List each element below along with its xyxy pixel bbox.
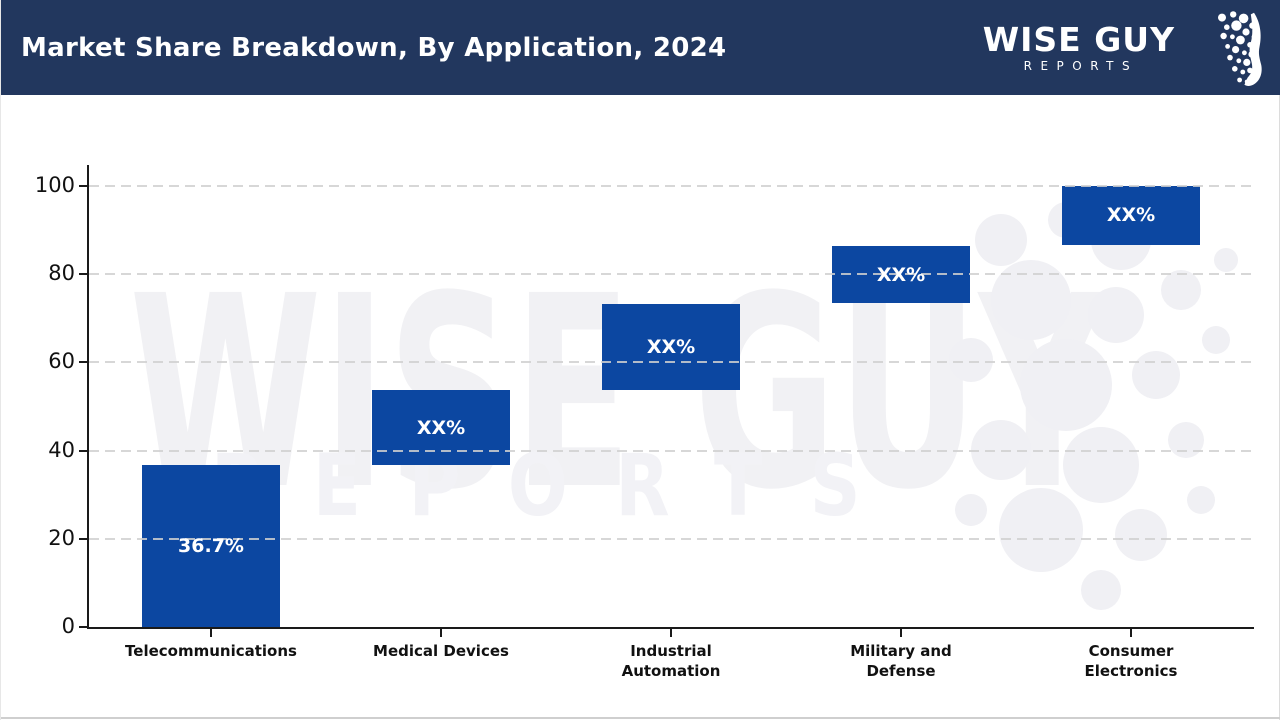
y-tick-60 [79, 361, 87, 364]
logo-reports-label: REPORTS [1023, 58, 1139, 73]
logo-dotted-head-icon [1218, 10, 1262, 86]
x-category-label: Military and Defense [850, 642, 952, 681]
y-tick-40 [79, 449, 87, 452]
page-title: Market Share Breakdown, By Application, … [21, 32, 727, 63]
bar-value-label: XX% [876, 263, 926, 286]
y-tick-0 [79, 626, 87, 628]
gridline-80 [89, 273, 1254, 276]
y-tick-20 [79, 537, 87, 540]
x-tick-5 [1130, 629, 1132, 637]
y-tick-100 [79, 185, 87, 187]
x-tick-2 [440, 629, 442, 637]
gridline-100 [89, 185, 1254, 187]
x-tick-1 [210, 629, 212, 637]
logo-wiseguy-label: WISE GUY [982, 19, 1175, 59]
y-tick-label: 60 [48, 349, 75, 374]
x-tick-3 [670, 629, 672, 637]
y-tick-label: 80 [48, 261, 75, 286]
bar-value-label: XX% [1106, 204, 1156, 227]
wise-guy-reports-logo: WISE GUY REPORTS [983, 8, 1280, 88]
bar-value-label: XX% [646, 336, 696, 359]
gridline-60 [89, 361, 1254, 364]
gridline-40 [89, 449, 1254, 452]
y-tick-label: 100 [34, 173, 75, 197]
y-tick-label: 20 [48, 525, 75, 550]
bottom-border [1, 717, 1280, 719]
y-tick-80 [79, 273, 87, 276]
x-category-label: Consumer Electronics [1084, 642, 1178, 681]
y-axis-line [87, 165, 89, 629]
bar-3 [602, 304, 740, 391]
y-tick-label: 40 [48, 437, 75, 462]
logo-text: WISE GUY REPORTS [983, 23, 1175, 73]
bar-value-label: XX% [416, 416, 466, 439]
bar-1 [142, 465, 280, 627]
bar-2 [372, 390, 510, 466]
x-tick-4 [900, 629, 902, 637]
x-category-label: Telecommunications [125, 642, 297, 660]
bar-value-label: 36.7% [178, 535, 244, 558]
x-axis-line [87, 627, 1254, 629]
x-category-label: Industrial Automation [621, 642, 721, 681]
y-tick-label: 0 [61, 614, 75, 638]
header-bar: Market Share Breakdown, By Application, … [1, 0, 1280, 95]
gridline-20 [89, 537, 1254, 540]
x-category-label: Medical Devices [373, 642, 509, 660]
